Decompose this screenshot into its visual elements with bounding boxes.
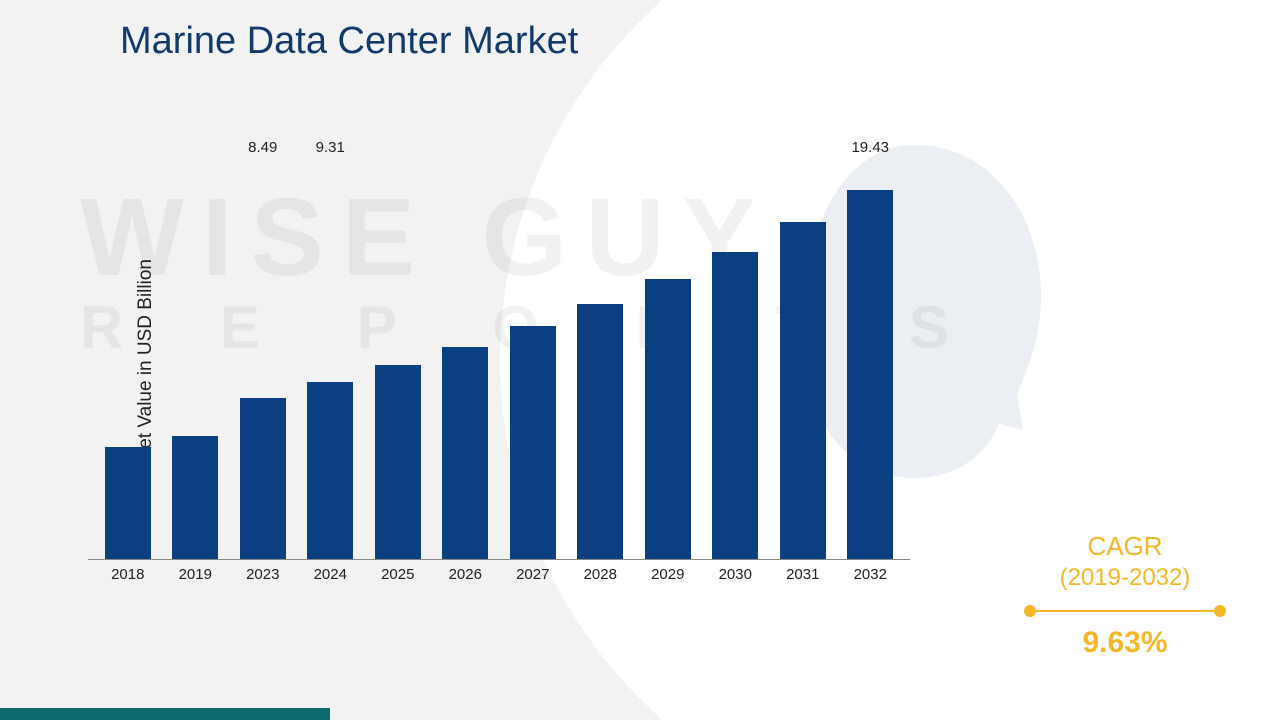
bar-slot [769, 160, 837, 559]
x-tick-label: 2018 [94, 560, 162, 590]
bar [847, 190, 893, 559]
x-labels: 2018201920232024202520262027202820292030… [88, 560, 910, 590]
bar-slot [94, 160, 162, 559]
bar [172, 436, 218, 560]
x-tick-label: 2019 [162, 560, 230, 590]
bar-slot [162, 160, 230, 559]
brand-logo: WISEGUY R E P O R T S [1030, 22, 1250, 79]
x-tick-label: 2026 [432, 560, 500, 590]
brand-word-2: GUY [1173, 22, 1250, 60]
x-tick-label: 2030 [702, 560, 770, 590]
brand-main: WISEGUY [1030, 22, 1250, 61]
bottom-strip [0, 708, 330, 720]
brand-word-1: WISE [1082, 22, 1173, 60]
bar [442, 347, 488, 559]
x-tick-label: 2025 [364, 560, 432, 590]
page-title: Marine Data Center Market [120, 20, 578, 63]
bars-container: 8.499.31 19.43 [88, 160, 910, 559]
x-tick-label: 2024 [297, 560, 365, 590]
bar-chart: Market Value in USD Billion 8.499.3119.4… [70, 160, 910, 590]
bar-slot [432, 160, 500, 559]
cagr-label: CAGR [1010, 531, 1240, 562]
bar [510, 326, 556, 559]
bar-slot [364, 160, 432, 559]
stage: WISE GUY R E P O R T S Marine Data Cente… [0, 0, 1280, 720]
cagr-block: CAGR (2019-2032) 9.63% [1010, 531, 1240, 660]
bar-slot [499, 160, 567, 559]
bar-slot [702, 160, 770, 559]
cagr-range: (2019-2032) [1010, 564, 1240, 592]
cagr-value: 9.63% [1010, 626, 1240, 660]
bar-value-label: 9.31 [316, 139, 345, 156]
bar-slot: 8.49 [229, 160, 297, 559]
bar-slot: 9.31 [297, 160, 365, 559]
bar-slot: 19.43 [837, 160, 905, 559]
bar-slot [634, 160, 702, 559]
bar-slot [567, 160, 635, 559]
x-tick-label: 2027 [499, 560, 567, 590]
bar [307, 382, 353, 559]
bar-value-label: 8.49 [248, 139, 277, 156]
x-tick-label: 2028 [567, 560, 635, 590]
bar [577, 304, 623, 559]
plot-area: 8.499.31 19.43 [88, 160, 910, 560]
x-tick-label: 2031 [769, 560, 837, 590]
bar [780, 222, 826, 559]
bar [712, 252, 758, 559]
bar [240, 398, 286, 559]
x-tick-label: 2029 [634, 560, 702, 590]
bar [105, 447, 151, 559]
bar [375, 365, 421, 559]
x-tick-label: 2023 [229, 560, 297, 590]
bar-value-label: 19.43 [851, 139, 889, 156]
brand-sub: R E P O R T S [1030, 63, 1250, 79]
cagr-divider [1030, 610, 1220, 612]
x-tick-label: 2032 [837, 560, 905, 590]
bar [645, 279, 691, 559]
